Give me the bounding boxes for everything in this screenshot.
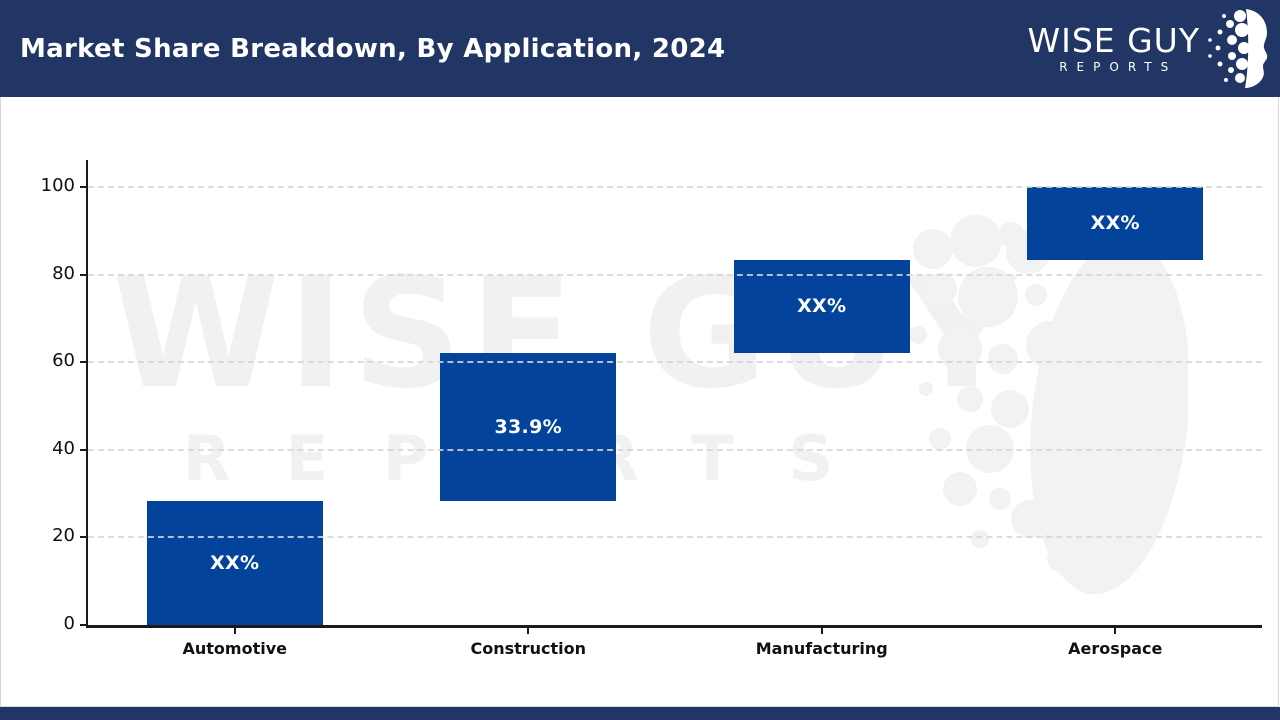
- x-tickmark-automotive: [233, 627, 236, 634]
- bar-automotive: XX%: [146, 501, 323, 625]
- y-tickmark-60: [80, 361, 87, 364]
- gridline-80: [88, 273, 1262, 276]
- logo-face-icon: [1208, 9, 1268, 88]
- header-bar: Market Share Breakdown, By Application, …: [0, 0, 1280, 97]
- bar-aerospace: XX%: [1027, 187, 1204, 260]
- y-tickmark-100: [80, 186, 87, 188]
- logo-wordmark: WISE GUY REPORTS: [1027, 20, 1200, 75]
- y-tickmark-80: [80, 273, 87, 276]
- bar-value-label-automotive: XX%: [210, 552, 260, 575]
- bar-value-label-manufacturing: XX%: [797, 295, 847, 318]
- wiseguy-logo: WISE GUY REPORTS: [1027, 4, 1268, 94]
- gridline-20: [88, 536, 1262, 539]
- bar-value-label-construction: 33.9%: [494, 416, 562, 439]
- gridline-100: [88, 186, 1262, 188]
- y-tick-label-80: 80: [52, 262, 75, 284]
- y-tick-label-60: 60: [52, 350, 75, 372]
- y-tickmark-20: [80, 536, 87, 539]
- y-tick-label-100: 100: [40, 175, 75, 196]
- y-tick-label-40: 40: [52, 437, 75, 459]
- logo-subtitle-text: REPORTS: [1059, 60, 1178, 75]
- x-tick-label-automotive: Automotive: [182, 639, 288, 658]
- x-tick-label-manufacturing: Manufacturing: [755, 639, 888, 658]
- gridline-40: [88, 448, 1262, 451]
- gridline-60: [88, 361, 1262, 364]
- y-tick-label-20: 20: [52, 525, 75, 547]
- logo-name-text: WISE GUY: [1027, 20, 1200, 60]
- y-tick-label-0: 0: [63, 613, 75, 634]
- y-axis: [86, 160, 88, 627]
- x-tickmark-construction: [527, 627, 530, 634]
- x-tick-label-aerospace: Aerospace: [1068, 639, 1163, 658]
- y-tickmark-40: [80, 448, 87, 451]
- footer-bar: [0, 707, 1280, 720]
- x-tickmark-manufacturing: [820, 627, 823, 634]
- x-tick-label-construction: Construction: [470, 639, 587, 658]
- bar-construction: 33.9%: [440, 353, 617, 502]
- x-axis: [86, 625, 1262, 628]
- y-tickmark-0: [80, 624, 87, 626]
- x-tickmark-aerospace: [1114, 627, 1117, 634]
- chart-title: Market Share Breakdown, By Application, …: [20, 33, 726, 64]
- bar-value-label-aerospace: XX%: [1090, 212, 1140, 235]
